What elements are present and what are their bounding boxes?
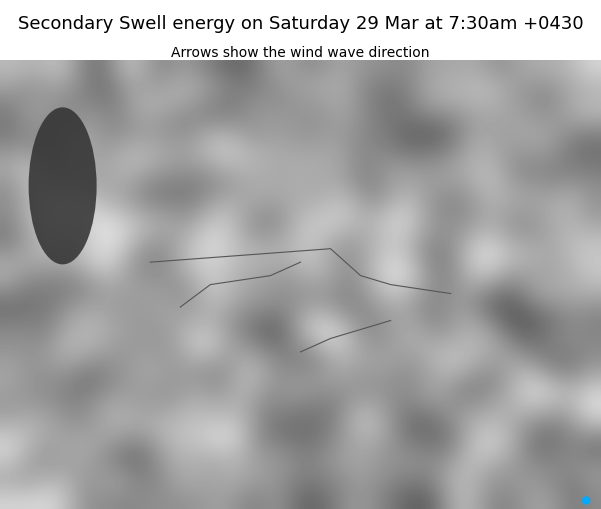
Text: Arrows show the wind wave direction: Arrows show the wind wave direction [171,46,430,60]
Text: Secondary Swell energy on Saturday 29 Mar at 7:30am +0430: Secondary Swell energy on Saturday 29 Ma… [17,15,584,33]
Ellipse shape [29,108,97,265]
